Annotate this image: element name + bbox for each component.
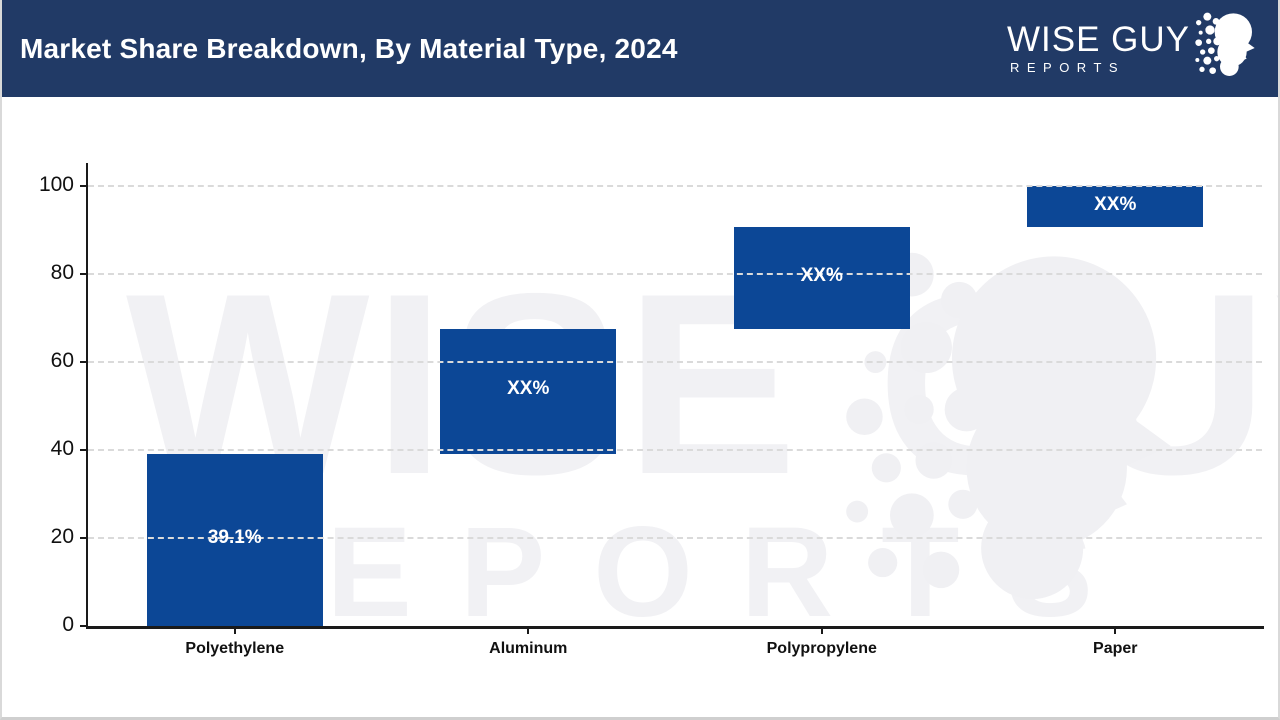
y-tick-label-40: 40 bbox=[50, 437, 74, 460]
gridline-100 bbox=[88, 185, 1262, 187]
bar-polyethylene bbox=[146, 453, 323, 626]
wiseguy-logo-text: WISE GUY REPORTS bbox=[1007, 22, 1190, 75]
y-tick-mark-40 bbox=[80, 449, 87, 451]
bar-value-label: XX% bbox=[507, 378, 550, 400]
wiseguy-face-icon bbox=[1192, 5, 1256, 92]
bar-paper bbox=[1027, 186, 1204, 228]
y-tick-label-100: 100 bbox=[38, 173, 74, 196]
x-category-label: Paper bbox=[1093, 640, 1138, 657]
chart-title: Market Share Breakdown, By Material Type… bbox=[20, 32, 678, 64]
x-tick-mark bbox=[820, 626, 823, 634]
y-tick-mark-100 bbox=[80, 185, 87, 187]
y-tick-label-0: 0 bbox=[62, 613, 74, 636]
x-tick-mark bbox=[233, 626, 236, 634]
y-tick-mark-60 bbox=[80, 361, 87, 363]
watermark-head-icon bbox=[828, 225, 1178, 650]
gridline-80 bbox=[88, 273, 1262, 275]
y-tick-mark-20 bbox=[80, 537, 87, 539]
y-tick-label-60: 60 bbox=[50, 349, 74, 372]
logo-subtext: REPORTS bbox=[1009, 60, 1126, 75]
x-category-label: Polyethylene bbox=[185, 640, 285, 657]
gridline-40 bbox=[88, 449, 1262, 451]
y-axis-line bbox=[86, 163, 88, 628]
x-tick-mark bbox=[1114, 626, 1117, 634]
wiseguy-logo: WISE GUY REPORTS bbox=[1007, 5, 1256, 92]
x-tick-mark bbox=[527, 626, 530, 634]
x-category-label: Polypropylene bbox=[766, 640, 877, 657]
y-tick-mark-0 bbox=[80, 625, 87, 627]
y-tick-mark-80 bbox=[80, 273, 87, 275]
y-tick-label-20: 20 bbox=[50, 525, 74, 548]
y-tick-label-80: 80 bbox=[50, 261, 74, 284]
bar-value-label: XX% bbox=[1094, 193, 1137, 215]
chart-area: WISE GUY REPORTS 02040608010039.1%Polyet… bbox=[0, 97, 1280, 720]
bar-value-label: XX% bbox=[800, 265, 843, 287]
x-axis-line bbox=[86, 626, 1264, 629]
bar-aluminum bbox=[440, 329, 617, 454]
gridline-20 bbox=[88, 537, 1262, 539]
logo-wordmark: WISE GUY bbox=[1006, 20, 1190, 59]
bar-value-label: 39.1% bbox=[207, 526, 262, 548]
x-category-label: Aluminum bbox=[489, 640, 568, 657]
header-bar: Market Share Breakdown, By Material Type… bbox=[0, 0, 1280, 97]
bar-polypropylene bbox=[733, 227, 910, 329]
gridline-60 bbox=[88, 361, 1262, 363]
